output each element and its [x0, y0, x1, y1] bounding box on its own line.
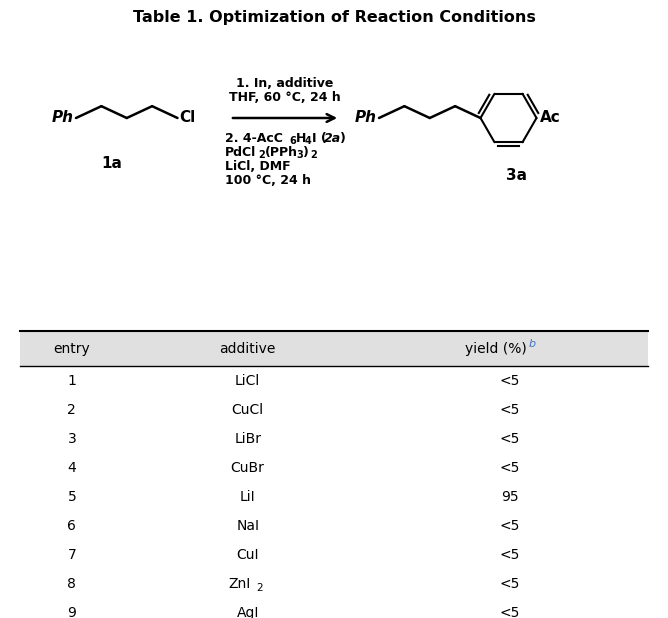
Text: 3a: 3a	[506, 168, 527, 183]
Text: 5: 5	[67, 490, 76, 504]
Text: yield (%): yield (%)	[465, 342, 526, 355]
Text: Table 1. Optimization of Reaction Conditions: Table 1. Optimization of Reaction Condit…	[132, 10, 536, 25]
Text: 7: 7	[67, 548, 76, 562]
Text: NaI: NaI	[236, 519, 259, 533]
Text: 1: 1	[67, 374, 76, 388]
Bar	[20, 331, 648, 366]
Text: 2: 2	[258, 150, 265, 160]
Text: <5: <5	[500, 548, 520, 562]
Text: 2. 4-AcC: 2. 4-AcC	[225, 132, 283, 145]
Text: ): )	[340, 132, 346, 145]
Text: Cl: Cl	[180, 111, 196, 125]
Text: 9: 9	[67, 606, 76, 618]
Text: entry: entry	[53, 342, 90, 355]
Text: Ac: Ac	[540, 111, 560, 125]
Text: <5: <5	[500, 374, 520, 388]
Text: 3: 3	[67, 432, 76, 446]
Text: 4: 4	[305, 136, 312, 146]
Text: 2: 2	[310, 150, 317, 160]
Text: 3: 3	[296, 150, 303, 160]
Text: <5: <5	[500, 577, 520, 591]
Text: 95: 95	[501, 490, 518, 504]
Text: (PPh: (PPh	[265, 146, 298, 159]
Text: <5: <5	[500, 461, 520, 475]
Text: I (: I (	[312, 132, 327, 145]
Text: PdCl: PdCl	[225, 146, 257, 159]
Text: AgI: AgI	[236, 606, 259, 618]
Text: ZnI: ZnI	[228, 577, 250, 591]
Text: LiI: LiI	[240, 490, 255, 504]
Text: 2: 2	[257, 583, 263, 593]
Text: additive: additive	[220, 342, 276, 355]
Text: THF, 60 °C, 24 h: THF, 60 °C, 24 h	[229, 91, 341, 104]
Text: <5: <5	[500, 606, 520, 618]
Text: LiBr: LiBr	[234, 432, 261, 446]
Text: 8: 8	[67, 577, 76, 591]
Text: LiCl, DMF: LiCl, DMF	[225, 160, 291, 173]
Text: H: H	[296, 132, 307, 145]
Text: Ph: Ph	[355, 111, 377, 125]
Text: 100 °C, 24 h: 100 °C, 24 h	[225, 174, 311, 187]
Text: CuBr: CuBr	[230, 461, 265, 475]
Text: 1a: 1a	[102, 156, 122, 171]
Text: CuCl: CuCl	[232, 403, 264, 417]
Text: 6: 6	[289, 136, 296, 146]
Text: <5: <5	[500, 432, 520, 446]
Text: 2a: 2a	[324, 132, 341, 145]
Text: <5: <5	[500, 403, 520, 417]
Text: <5: <5	[500, 519, 520, 533]
Text: 2: 2	[67, 403, 76, 417]
Text: 4: 4	[67, 461, 76, 475]
Text: b: b	[528, 339, 535, 349]
Text: LiCl: LiCl	[235, 374, 261, 388]
Text: CuI: CuI	[236, 548, 259, 562]
Text: ): )	[303, 146, 309, 159]
Text: 6: 6	[67, 519, 76, 533]
Text: Ph: Ph	[52, 111, 74, 125]
Text: 1. In, additive: 1. In, additive	[236, 77, 334, 90]
